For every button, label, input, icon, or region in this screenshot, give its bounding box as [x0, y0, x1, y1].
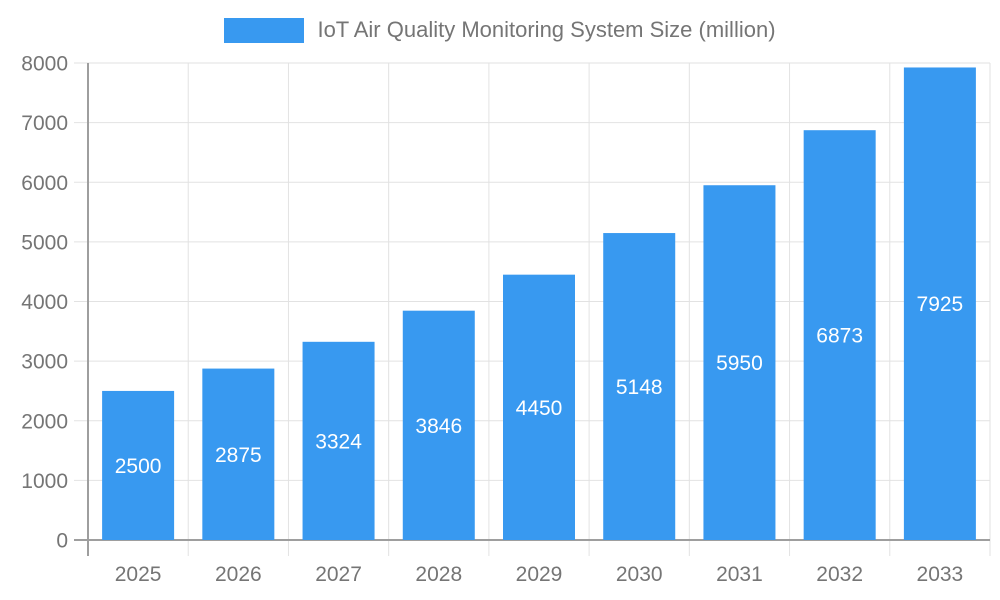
bar-value-label: 4450 [516, 397, 563, 420]
bar-value-label: 7925 [917, 293, 964, 316]
bar-value-label: 5148 [616, 376, 663, 399]
x-tick-label: 2030 [616, 563, 663, 586]
y-tick-label: 8000 [21, 53, 68, 76]
legend[interactable]: IoT Air Quality Monitoring System Size (… [0, 17, 1000, 43]
legend-swatch-icon [224, 17, 305, 43]
x-tick-label: 2031 [716, 563, 763, 586]
x-tick-label: 2032 [816, 563, 863, 586]
bar-2025[interactable] [102, 390, 175, 540]
y-tick-label: 1000 [21, 470, 68, 493]
bar-value-label: 2875 [215, 444, 262, 467]
bar-value-label: 3324 [315, 430, 362, 453]
x-tick-label: 2026 [215, 563, 262, 586]
bar-2027[interactable] [302, 341, 375, 540]
bar-2031[interactable] [703, 185, 776, 540]
y-tick-label: 6000 [21, 172, 68, 195]
x-tick-label: 2025 [115, 563, 162, 586]
bar-2029[interactable] [503, 274, 575, 540]
y-tick-label: 4000 [21, 291, 68, 314]
y-tick-label: 0 [56, 530, 68, 553]
bar-value-label: 3846 [415, 415, 462, 438]
bar-2026[interactable] [202, 368, 275, 540]
bar-2033[interactable] [903, 67, 976, 541]
x-tick-label: 2033 [917, 563, 964, 586]
bar-value-label: 2500 [115, 455, 162, 478]
x-tick-label: 2028 [415, 563, 462, 586]
y-tick-label: 3000 [21, 351, 68, 374]
y-tick-label: 7000 [21, 112, 68, 135]
bar-2028[interactable] [402, 310, 475, 540]
x-tick-label: 2027 [315, 563, 362, 586]
bar-2030[interactable] [603, 233, 676, 540]
y-tick-label: 5000 [21, 231, 68, 254]
y-tick-label: 2000 [21, 410, 68, 433]
x-tick-label: 2029 [516, 563, 563, 586]
bar-2032[interactable] [803, 130, 876, 540]
bar-value-label: 5950 [716, 352, 763, 375]
legend-label: IoT Air Quality Monitoring System Size (… [317, 17, 776, 42]
bar-value-label: 6873 [816, 325, 863, 348]
